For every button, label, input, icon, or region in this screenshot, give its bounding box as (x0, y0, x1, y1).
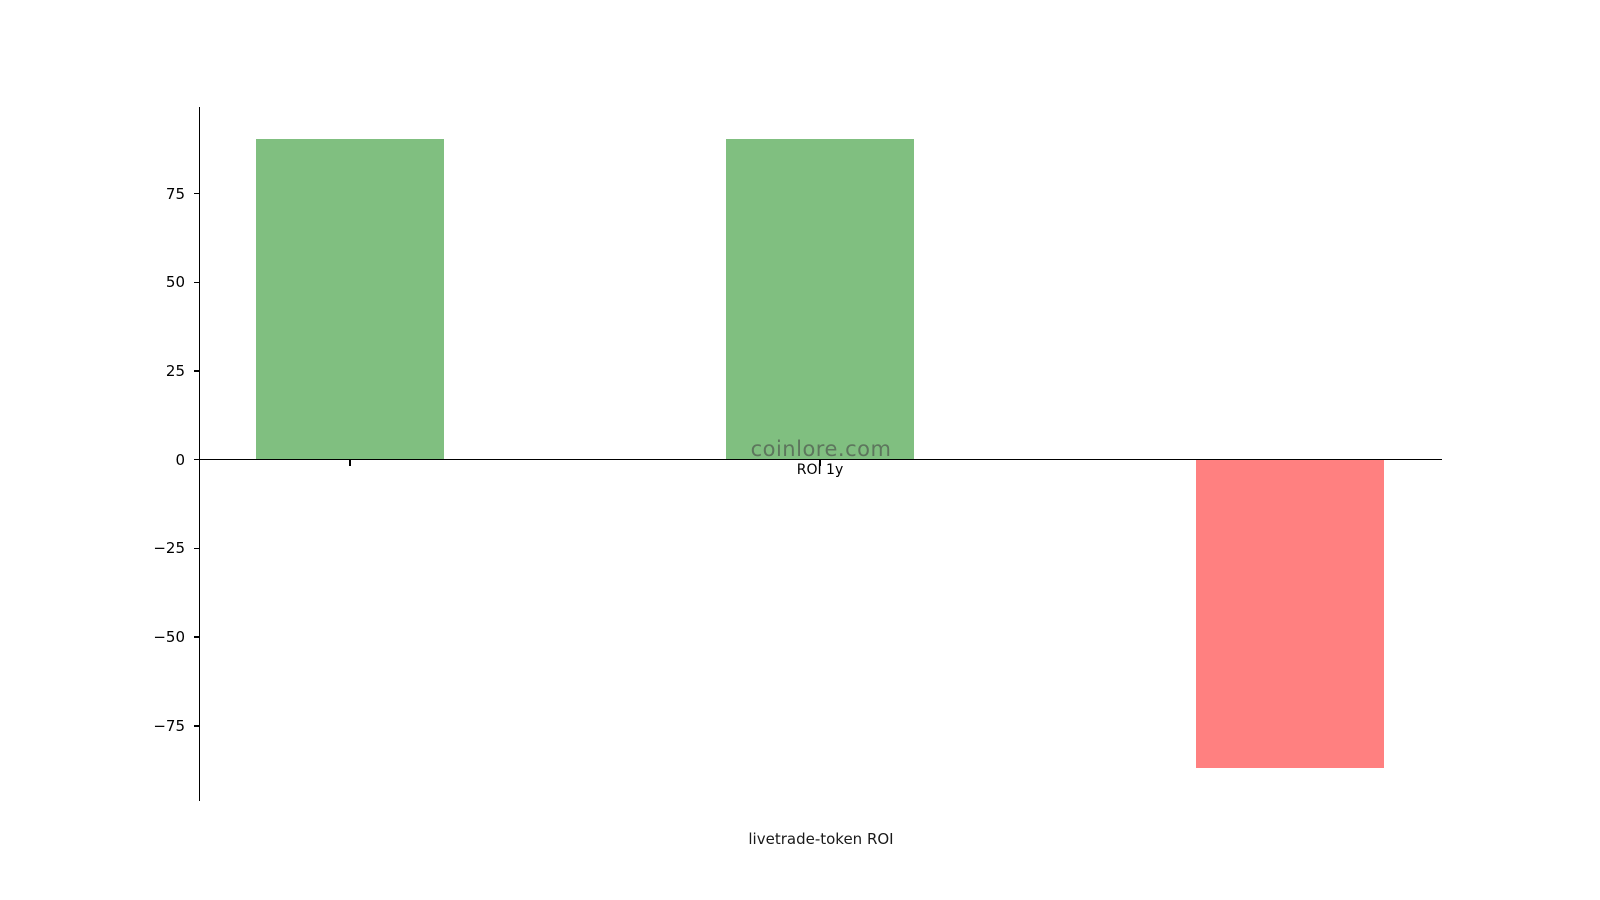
x-tick-mark (819, 459, 821, 466)
y-tick-mark (193, 547, 199, 550)
x-tick-label: ROI 1y (796, 461, 844, 478)
watermark-text: coinlore.com (750, 437, 892, 461)
y-tick-mark (193, 281, 199, 284)
y-tick-label: 50 (165, 273, 185, 292)
y-tick-mark (193, 458, 199, 461)
y-axis-spine (198, 107, 200, 801)
y-tick-label: −25 (153, 539, 185, 558)
y-tick-label: 0 (175, 450, 185, 469)
chart-title: livetrade-token ROI (748, 830, 894, 848)
y-tick-label: −50 (153, 628, 185, 647)
positive-roi-bar (726, 138, 914, 460)
y-tick-mark (193, 636, 199, 638)
x-tick-mark (349, 459, 351, 466)
y-tick-label: 25 (165, 361, 185, 380)
y-tick-label: −75 (153, 716, 185, 735)
positive-roi-bar (256, 138, 444, 460)
y-tick-mark (193, 192, 199, 195)
negative-roi-bar (1196, 460, 1384, 768)
y-tick-mark (193, 370, 199, 372)
y-tick-mark (193, 725, 199, 727)
y-tick-label: 75 (165, 184, 185, 203)
x-axis-zero-line (198, 458, 1442, 461)
